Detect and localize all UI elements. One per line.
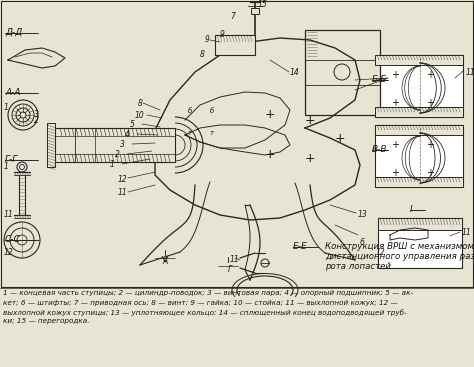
Text: 2: 2 (115, 150, 120, 159)
Text: Конструкция ВРШ с механизмом: Конструкция ВРШ с механизмом (325, 242, 474, 251)
Text: +: + (426, 70, 434, 80)
Text: 8: 8 (138, 99, 143, 108)
Text: +: + (391, 140, 399, 150)
Bar (378, 218, 462, 230)
Text: 1: 1 (4, 103, 9, 112)
Text: 15: 15 (258, 0, 268, 9)
Bar (215, 35, 255, 55)
Text: ки; 15 — перегородка.: ки; 15 — перегородка. (3, 319, 90, 324)
Text: +: + (305, 152, 315, 164)
Text: E-E: E-E (293, 242, 308, 251)
Bar (375, 125, 463, 187)
Bar (375, 125, 463, 135)
Text: 7: 7 (230, 12, 235, 21)
Text: +: + (391, 70, 399, 80)
Text: т: т (210, 130, 214, 136)
Bar (375, 55, 463, 65)
Bar (375, 177, 463, 187)
Text: А-А: А-А (5, 88, 20, 97)
Text: б: б (188, 108, 192, 114)
Text: 12: 12 (376, 248, 386, 257)
Text: 1: 1 (110, 160, 115, 169)
Text: +: + (264, 149, 275, 161)
Bar (47, 123, 55, 167)
Text: +: + (391, 168, 399, 178)
Text: 11: 11 (230, 255, 240, 264)
Bar (1, 1, 473, 287)
Text: 10: 10 (135, 111, 145, 120)
Bar (375, 107, 463, 117)
Text: +: + (426, 140, 434, 150)
Text: +: + (391, 98, 399, 108)
Text: выхлопной кожух ступицы; 13 — уплотняющее кольцо; 14 — сплющенный конец водоподв: выхлопной кожух ступицы; 13 — уплотняюще… (3, 309, 407, 316)
Text: А: А (162, 257, 167, 266)
Text: I: I (410, 205, 413, 214)
Text: 3: 3 (34, 110, 39, 119)
Text: 11: 11 (4, 210, 14, 219)
Text: 2: 2 (34, 116, 39, 125)
Text: 1: 1 (4, 162, 9, 171)
Text: Б-Б: Б-Б (372, 75, 388, 84)
Text: дистанционного управления разво-: дистанционного управления разво- (325, 252, 474, 261)
Text: Г: Г (228, 265, 232, 274)
Text: рота лопастей.: рота лопастей. (325, 262, 394, 271)
Text: 11: 11 (118, 188, 128, 197)
Text: +: + (264, 109, 275, 121)
Text: 9: 9 (205, 35, 210, 44)
Text: +: + (426, 168, 434, 178)
Bar (375, 55, 463, 117)
Text: +: + (335, 131, 346, 145)
Text: +: + (426, 98, 434, 108)
Bar (55, 128, 175, 162)
Text: 12: 12 (4, 248, 14, 257)
Text: 1 — концевая часть ступицы; 2 — цилиндр-поводок; 3 — винтовая пара; 4 — опорный : 1 — концевая часть ступицы; 2 — цилиндр-… (3, 290, 413, 296)
Text: 14: 14 (290, 68, 300, 77)
Text: 11: 11 (466, 68, 474, 77)
Text: 5: 5 (130, 120, 135, 129)
Text: 11: 11 (462, 228, 472, 237)
Text: +: + (305, 113, 315, 127)
Text: б: б (210, 108, 214, 114)
Text: кет; 6 — штифты; 7 — приводная ось; 8 — винт; 9 — гайка; 10 — стойка; 11 — выхло: кет; 6 — штифты; 7 — приводная ось; 8 — … (3, 299, 398, 305)
Text: В-В: В-В (372, 145, 388, 154)
Text: С-С: С-С (5, 235, 21, 244)
Text: 13: 13 (358, 210, 368, 219)
Text: Д-Д: Д-Д (5, 28, 22, 37)
Text: т: т (188, 130, 192, 136)
Text: 6: 6 (360, 238, 365, 247)
Text: 12: 12 (118, 175, 128, 184)
Text: 9: 9 (220, 30, 225, 39)
Bar (378, 218, 462, 268)
Bar (305, 30, 380, 115)
Bar (251, 8, 259, 14)
Text: 8: 8 (200, 50, 205, 59)
Text: 3: 3 (120, 140, 125, 149)
Text: 4: 4 (125, 130, 130, 139)
Text: Г-Г: Г-Г (5, 155, 18, 164)
